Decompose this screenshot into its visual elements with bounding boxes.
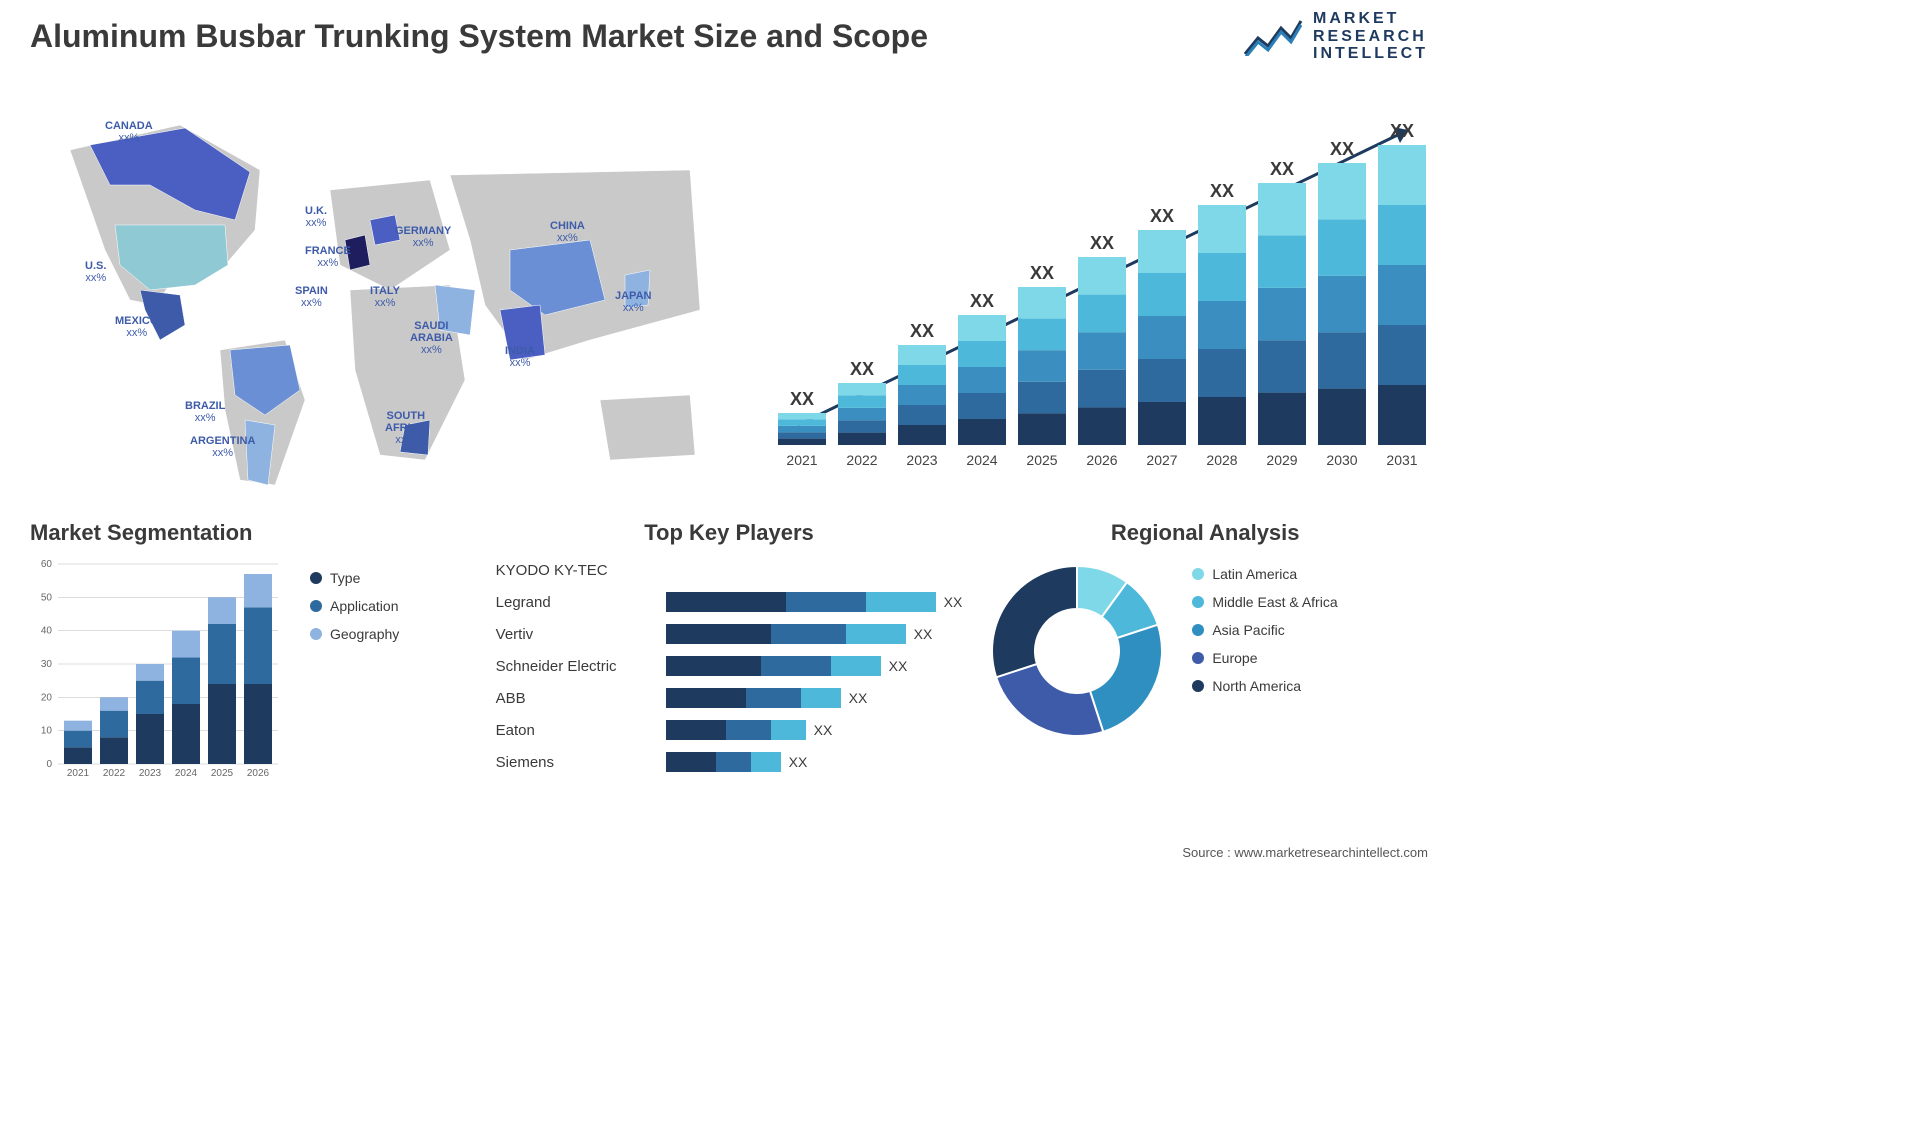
player-bar [666, 624, 906, 644]
logo-line2: RESEARCH [1313, 28, 1428, 46]
svg-text:2025: 2025 [1026, 452, 1057, 468]
market-size-bar-chart: 2021 XX 2022 XX 2023 XX 2024 XX 2025 XX 2026 XX 2027… [768, 105, 1428, 475]
svg-text:XX: XX [1330, 139, 1354, 159]
svg-text:2023: 2023 [906, 452, 937, 468]
regional-title: Regional Analysis [982, 520, 1428, 546]
svg-text:XX: XX [910, 321, 934, 341]
player-name: ABB [496, 690, 666, 707]
regional-analysis-panel: Regional Analysis Latin America Middle Ea… [982, 520, 1428, 820]
svg-text:2026: 2026 [247, 768, 270, 779]
svg-text:50: 50 [41, 592, 53, 603]
svg-text:2029: 2029 [1266, 452, 1297, 468]
segmentation-panel: Market Segmentation 0 10 20 30 40 50 60 2021 202… [30, 520, 476, 820]
map-label-spain: SPAINxx% [295, 285, 328, 309]
player-row: Siemens XX [496, 746, 963, 778]
page-title: Aluminum Busbar Trunking System Market S… [30, 18, 928, 55]
svg-text:XX: XX [1090, 233, 1114, 253]
segmentation-legend-item: Geography [310, 626, 399, 642]
map-label-india: INDIAxx% [505, 345, 535, 369]
players-title: Top Key Players [496, 520, 963, 546]
svg-text:2027: 2027 [1146, 452, 1177, 468]
player-row: Legrand XX [496, 586, 963, 618]
logo-line1: MARKET [1313, 10, 1428, 28]
svg-text:XX: XX [970, 291, 994, 311]
player-bar [666, 656, 881, 676]
player-value: XX [914, 626, 933, 642]
svg-text:2021: 2021 [67, 768, 90, 779]
player-value: XX [814, 722, 833, 738]
player-bar [666, 720, 806, 740]
map-label-south-africa: SOUTH AFRICAxx% [385, 410, 427, 446]
world-map: CANADAxx% U.S.xx% MEXICOxx% BRAZILxx% ARGENT… [30, 90, 730, 500]
player-row: Schneider Electric XX [496, 650, 963, 682]
map-label-mexico: MEXICOxx% [115, 315, 158, 339]
key-players-panel: Top Key Players KYODO KY-TECLegrandXXVer… [496, 520, 963, 820]
map-label-canada: CANADAxx% [105, 120, 153, 144]
player-value: XX [849, 690, 868, 706]
map-label-italy: ITALYxx% [370, 285, 400, 309]
player-row: Vertiv XX [496, 618, 963, 650]
player-row: KYODO KY-TEC [496, 554, 963, 586]
map-label-france: FRANCExx% [305, 245, 351, 269]
svg-text:XX: XX [850, 359, 874, 379]
regional-legend-item: Latin America [1192, 566, 1337, 582]
regional-legend-item: Europe [1192, 650, 1337, 666]
player-value: XX [889, 658, 908, 674]
player-name: Schneider Electric [496, 658, 666, 675]
svg-text:2022: 2022 [103, 768, 126, 779]
player-value: XX [789, 754, 808, 770]
regional-legend-item: Middle East & Africa [1192, 594, 1337, 610]
player-name: Eaton [496, 722, 666, 739]
svg-text:XX: XX [1030, 263, 1054, 283]
map-label-japan: JAPANxx% [615, 290, 651, 314]
map-label-argentina: ARGENTINAxx% [190, 435, 255, 459]
player-row: Eaton XX [496, 714, 963, 746]
player-bar [666, 592, 936, 612]
map-label-brazil: BRAZILxx% [185, 400, 225, 424]
svg-text:20: 20 [41, 692, 53, 703]
player-name: Vertiv [496, 626, 666, 643]
svg-text:2028: 2028 [1206, 452, 1237, 468]
svg-text:XX: XX [1150, 206, 1174, 226]
player-row: ABB XX [496, 682, 963, 714]
svg-text:2022: 2022 [846, 452, 877, 468]
svg-text:2030: 2030 [1326, 452, 1357, 468]
svg-text:XX: XX [1390, 121, 1414, 141]
map-label-u-s-: U.S.xx% [85, 260, 106, 284]
segmentation-title: Market Segmentation [30, 520, 476, 546]
svg-text:XX: XX [1270, 159, 1294, 179]
player-bar [666, 688, 841, 708]
map-label-saudi-arabia: SAUDI ARABIAxx% [410, 320, 453, 356]
svg-text:40: 40 [41, 626, 53, 637]
svg-text:2024: 2024 [966, 452, 997, 468]
svg-text:2031: 2031 [1386, 452, 1417, 468]
regional-legend-item: Asia Pacific [1192, 622, 1337, 638]
svg-text:2026: 2026 [1086, 452, 1117, 468]
svg-text:2025: 2025 [211, 768, 234, 779]
player-value: XX [944, 594, 963, 610]
svg-text:XX: XX [790, 389, 814, 409]
svg-text:2021: 2021 [786, 452, 817, 468]
svg-text:30: 30 [41, 659, 53, 670]
player-name: Siemens [496, 754, 666, 771]
brand-logo: MARKET RESEARCH INTELLECT [1243, 10, 1428, 63]
player-name: KYODO KY-TEC [496, 562, 666, 579]
segmentation-legend-item: Application [310, 598, 399, 614]
svg-text:60: 60 [41, 559, 53, 570]
segmentation-legend-item: Type [310, 570, 399, 586]
svg-text:2023: 2023 [139, 768, 162, 779]
logo-line3: INTELLECT [1313, 45, 1428, 63]
svg-text:0: 0 [46, 759, 52, 770]
player-name: Legrand [496, 594, 666, 611]
map-label-u-k-: U.K.xx% [305, 205, 327, 229]
svg-text:XX: XX [1210, 181, 1234, 201]
player-bar [666, 752, 781, 772]
source-attribution: Source : www.marketresearchintellect.com [1182, 845, 1428, 860]
svg-text:10: 10 [41, 726, 53, 737]
regional-legend-item: North America [1192, 678, 1337, 694]
map-label-china: CHINAxx% [550, 220, 585, 244]
svg-text:2024: 2024 [175, 768, 198, 779]
map-label-germany: GERMANYxx% [395, 225, 451, 249]
